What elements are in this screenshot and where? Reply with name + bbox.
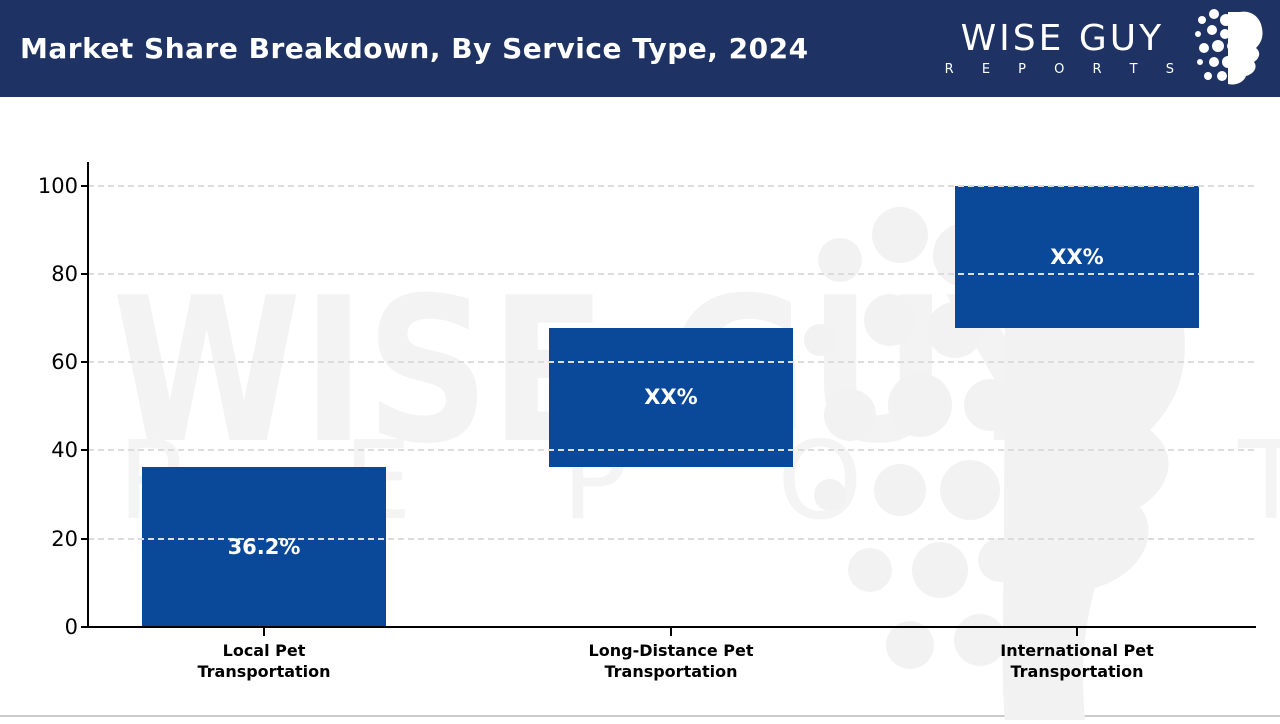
y-axis-tick: [81, 361, 88, 364]
y-axis-tick-label: 0: [64, 615, 78, 639]
logo-subtitle: R E P O R T S: [944, 61, 1186, 77]
y-axis-tick-label: 60: [51, 350, 78, 375]
y-axis-line: [87, 162, 89, 628]
y-axis-tick: [81, 272, 88, 275]
gridline: [88, 361, 1254, 364]
wiseguy-face-icon: [1188, 6, 1266, 92]
bar-value-label: XX%: [644, 385, 698, 410]
header-bar: Market Share Breakdown, By Service Type,…: [0, 0, 1280, 97]
y-axis-tick: [81, 537, 88, 540]
footer-divider: [0, 715, 1280, 717]
wiseguy-logo: WISE GUY R E P O R T S: [939, 6, 1266, 92]
x-axis-category-label: Long-Distance Pet Transportation: [588, 641, 754, 681]
x-axis-category-label: Local Pet Transportation: [197, 641, 331, 681]
gridline: [88, 184, 1254, 187]
watermark-face-icon: [750, 200, 1220, 724]
bar-value-label: 36.2%: [227, 535, 301, 560]
x-axis-tick: [1076, 628, 1078, 636]
x-axis-category-label: International Pet Transportation: [1000, 641, 1154, 681]
page-title: Market Share Breakdown, By Service Type,…: [20, 32, 809, 65]
bar: [142, 467, 386, 627]
bar-value-label: XX%: [1050, 244, 1104, 269]
y-axis-tick-label: 100: [37, 173, 78, 198]
wiseguy-logo-text: WISE GUY R E P O R T S: [939, 17, 1186, 77]
y-axis-tick: [81, 449, 88, 452]
gridline: [88, 449, 1254, 452]
bar: [955, 185, 1199, 328]
y-axis-tick-label: 40: [51, 438, 78, 463]
y-axis-tick: [81, 184, 88, 187]
y-axis-tick-label: 80: [51, 261, 78, 286]
gridline: [88, 272, 1254, 275]
y-axis-tick-label: 20: [51, 526, 78, 551]
y-axis-tick: [81, 626, 88, 628]
gridline: [88, 537, 1254, 540]
x-axis-tick: [670, 628, 672, 636]
x-axis-line: [87, 626, 1256, 628]
bar: [549, 327, 793, 468]
x-axis-tick: [263, 628, 265, 636]
logo-wordmark: WISE GUY: [960, 17, 1165, 59]
